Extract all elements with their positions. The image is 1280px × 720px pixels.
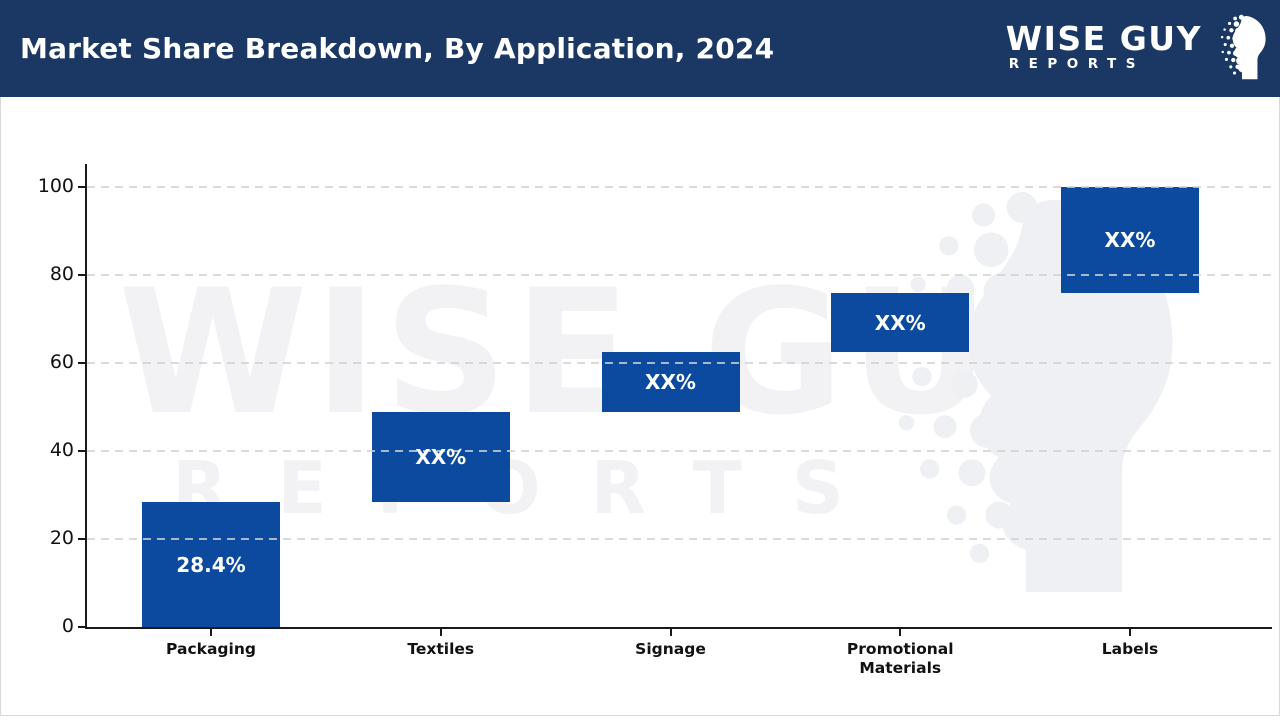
- logo-subtitle: REPORTS: [1008, 56, 1145, 73]
- gridline: [87, 274, 1272, 276]
- x-tick-mark: [669, 629, 672, 636]
- bar-value-label-signage: XX%: [645, 370, 696, 395]
- gridline: [87, 186, 1272, 188]
- x-tick-label-textiles: Textiles: [407, 640, 475, 658]
- y-tick-label: 20: [49, 527, 74, 549]
- y-axis-line: [85, 164, 87, 629]
- logo-wordmark: WISE GUY: [1005, 18, 1202, 58]
- y-tick-mark: [78, 362, 86, 364]
- y-tick-mark: [78, 538, 86, 540]
- x-tick-mark: [1129, 629, 1131, 636]
- y-tick-label: 60: [49, 351, 74, 373]
- y-tick-mark: [78, 626, 86, 628]
- y-tick-mark: [78, 450, 86, 452]
- x-tick-mark: [210, 629, 212, 636]
- x-tick-label-signage: Signage: [635, 640, 706, 658]
- y-tick-label: 0: [61, 615, 74, 637]
- y-tick-mark: [78, 274, 86, 276]
- x-tick-label-promotional-materials: Promotional Materials: [846, 640, 954, 678]
- bar-value-label-textiles: XX%: [415, 445, 467, 470]
- y-tick-mark: [78, 186, 86, 188]
- logo-text: WISE GUY REPORTS: [1005, 18, 1202, 73]
- y-tick-label: 80: [49, 263, 74, 285]
- gridline: [87, 450, 1272, 452]
- y-tick-label: 100: [37, 175, 74, 197]
- bar-value-label-packaging: 28.4%: [176, 552, 246, 577]
- x-tick-label-labels: Labels: [1101, 640, 1159, 658]
- header: Market Share Breakdown, By Application, …: [0, 0, 1280, 97]
- x-tick-label-packaging: Packaging: [166, 640, 256, 658]
- gridline: [87, 362, 1272, 364]
- x-axis-line: [85, 627, 1272, 629]
- bar-value-label-labels: XX%: [1104, 228, 1156, 253]
- bar-promotional-materials: [831, 293, 970, 352]
- gridline: [87, 538, 1272, 540]
- bar-packaging: [142, 502, 280, 627]
- wise-guy-logo: WISE GUY REPORTS: [1006, 6, 1268, 88]
- page-title: Market Share Breakdown, By Application, …: [20, 32, 775, 65]
- bar-value-label-promotional-materials: XX%: [874, 310, 926, 335]
- x-tick-mark: [899, 629, 902, 636]
- x-tick-mark: [439, 629, 442, 636]
- bar-textiles: [371, 412, 510, 503]
- y-tick-label: 40: [49, 439, 74, 461]
